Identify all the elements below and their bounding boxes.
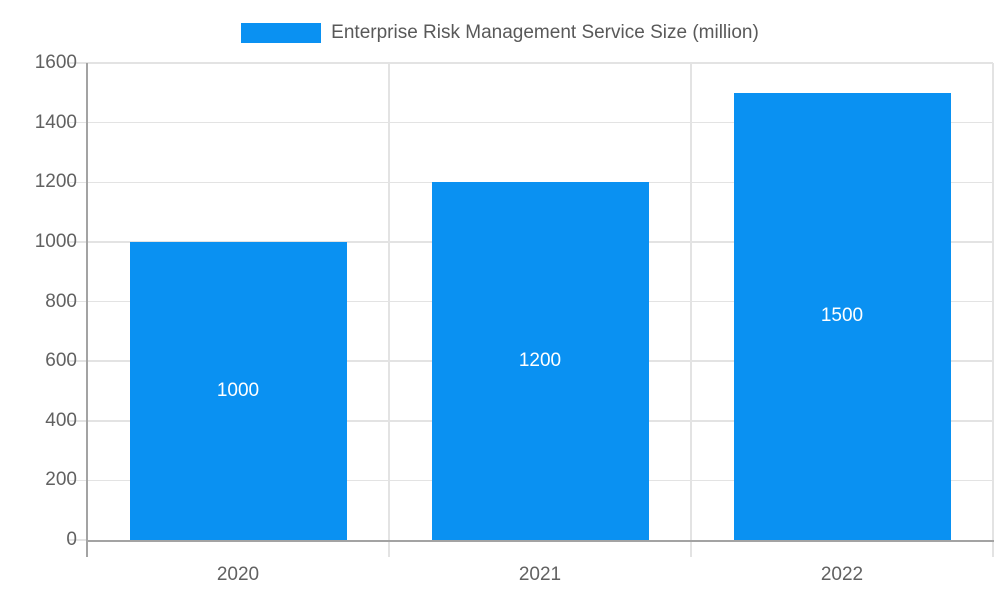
y-axis-tick — [69, 300, 87, 303]
x-axis-tick — [388, 540, 390, 557]
gridline-vertical — [992, 63, 994, 540]
x-axis-tick — [690, 540, 692, 557]
y-tick-label: 1200 — [34, 171, 77, 193]
x-axis-line — [86, 540, 994, 542]
y-axis-tick — [69, 241, 87, 243]
gridline-vertical — [690, 63, 692, 540]
y-axis-tick — [69, 420, 87, 422]
y-axis-tick — [69, 121, 87, 124]
legend-label: Enterprise Risk Management Service Size … — [331, 21, 759, 43]
y-tick-label: 200 — [45, 469, 77, 491]
y-tick-label: 400 — [45, 409, 77, 431]
y-axis-tick — [69, 539, 87, 541]
y-tick-label: 1000 — [34, 230, 77, 252]
y-tick-label: 0 — [66, 529, 77, 550]
bar[interactable] — [129, 241, 347, 540]
x-axis-tick — [992, 540, 994, 557]
y-tick-label: 600 — [45, 350, 77, 372]
gridline-vertical — [388, 63, 390, 540]
y-tick-label: 1400 — [34, 111, 77, 133]
y-axis-tick — [69, 62, 87, 64]
x-tick-label: 2021 — [518, 564, 562, 585]
bar[interactable] — [431, 182, 649, 540]
y-tick-label: 800 — [45, 290, 77, 312]
y-axis-tick — [69, 360, 87, 362]
bar[interactable] — [733, 92, 951, 540]
y-axis-tick — [69, 479, 87, 482]
x-tick-label: 2020 — [216, 564, 260, 585]
x-tick-label: 2022 — [820, 564, 864, 585]
bar-value-label: 1500 — [820, 305, 864, 327]
bar-value-label: 1200 — [518, 350, 562, 372]
bar-value-label: 1000 — [216, 379, 260, 401]
y-axis-line — [86, 63, 88, 557]
y-axis-tick — [69, 181, 87, 183]
gridline-horizontal — [87, 62, 993, 64]
gridline-horizontal — [87, 121, 993, 124]
legend[interactable]: Enterprise Risk Management Service Size … — [0, 18, 1000, 48]
legend-swatch[interactable] — [241, 23, 322, 43]
y-tick-label: 1600 — [34, 52, 77, 73]
